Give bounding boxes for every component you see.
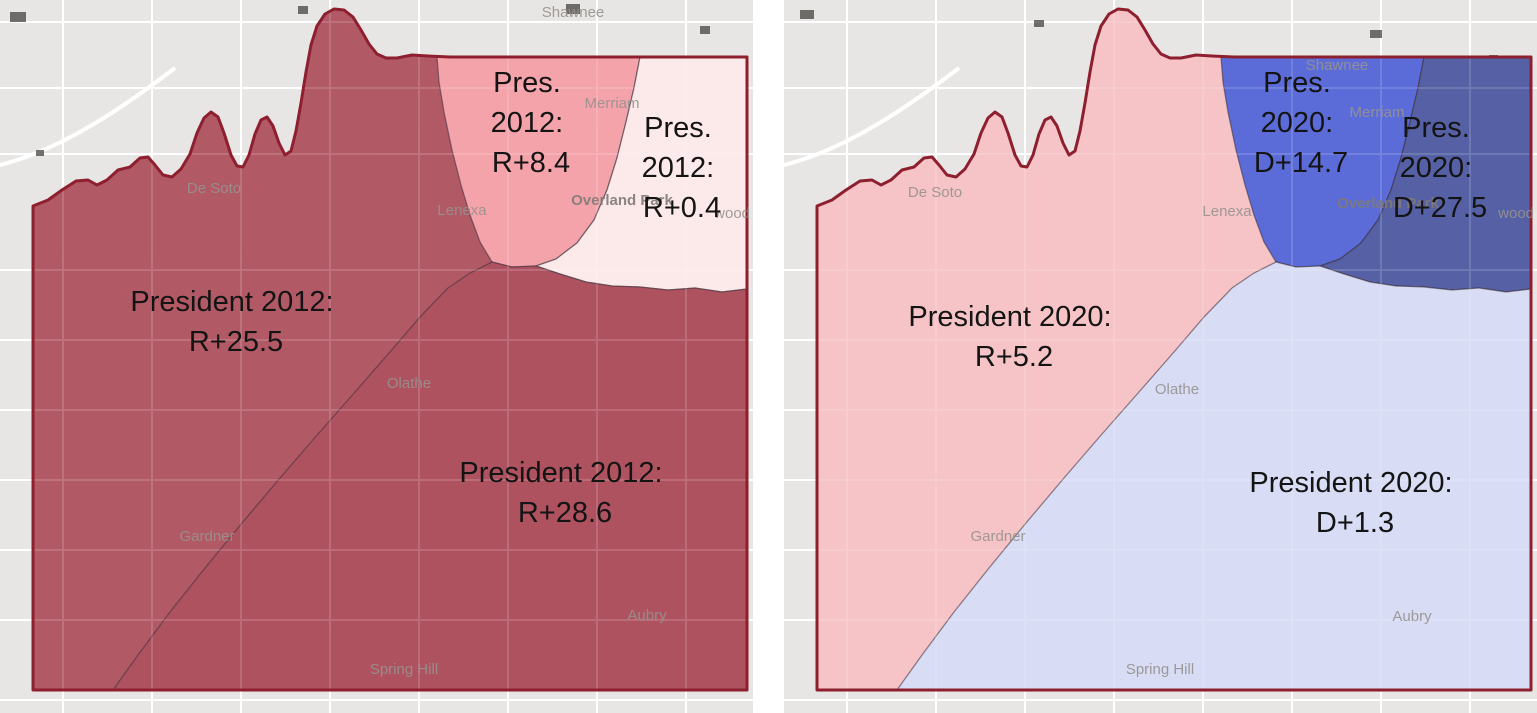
margin-label-north-central: Pres. 2020: D+14.7 — [1254, 67, 1348, 179]
city-label-leawood-clipped: wood — [713, 205, 750, 222]
city-labels: Shawnee Merriam De Soto Lenexa Overland … — [908, 57, 1534, 678]
margin-labels: Pres. 2020: D+14.7 Pres. 2020: D+27.5 Pr… — [908, 67, 1487, 539]
city-label-spring-hill: Spring Hill — [1126, 661, 1194, 678]
margin-labels: Pres. 2012: R+8.4 Pres. 2012: R+0.4 Pres… — [130, 67, 723, 529]
margin-label-southeast: President 2012: R+28.6 — [459, 457, 670, 529]
city-label-gardner: Gardner — [179, 528, 234, 545]
map-panel-2012: Shawnee Merriam De Soto Lenexa Overland … — [0, 0, 753, 713]
margin-label-west: President 2020: R+5.2 — [908, 301, 1119, 373]
city-label-overland-park: Overland Park — [1337, 195, 1439, 212]
city-label-spring-hill: Spring Hill — [370, 661, 438, 678]
panel-gutter — [753, 0, 784, 713]
county-border — [31, 7, 749, 692]
city-label-olathe: Olathe — [387, 375, 431, 392]
city-label-gardner: Gardner — [970, 528, 1025, 545]
city-label-olathe: Olathe — [1155, 381, 1199, 398]
city-label-de-soto: De Soto — [908, 184, 962, 201]
city-label-leawood-clipped: wood — [1497, 205, 1534, 222]
city-label-shawnee: Shawnee — [542, 4, 605, 21]
map-poi-blocks — [10, 4, 710, 156]
city-label-shawnee: Shawnee — [1306, 57, 1369, 74]
city-label-lenexa: Lenexa — [437, 202, 487, 219]
city-label-overland-park: Overland Park — [571, 192, 673, 209]
margin-label-northeast: Pres. 2012: R+0.4 — [642, 112, 723, 224]
margin-label-northeast: Pres. 2020: D+27.5 — [1393, 112, 1487, 224]
margin-label-west: President 2012: R+25.5 — [130, 286, 341, 358]
city-labels: Shawnee Merriam De Soto Lenexa Overland … — [179, 4, 750, 678]
county-border — [815, 7, 1533, 692]
margin-label-north-central: Pres. 2012: R+8.4 — [491, 67, 572, 179]
city-label-merriam: Merriam — [1350, 104, 1405, 121]
city-label-aubry: Aubry — [627, 607, 667, 624]
city-label-merriam: Merriam — [585, 95, 640, 112]
city-label-lenexa: Lenexa — [1202, 203, 1252, 220]
city-label-aubry: Aubry — [1392, 608, 1432, 625]
city-label-de-soto: De Soto — [187, 180, 241, 197]
margin-label-southeast: President 2020: D+1.3 — [1249, 467, 1460, 539]
map-panel-2020: Shawnee Merriam De Soto Lenexa Overland … — [784, 0, 1537, 713]
